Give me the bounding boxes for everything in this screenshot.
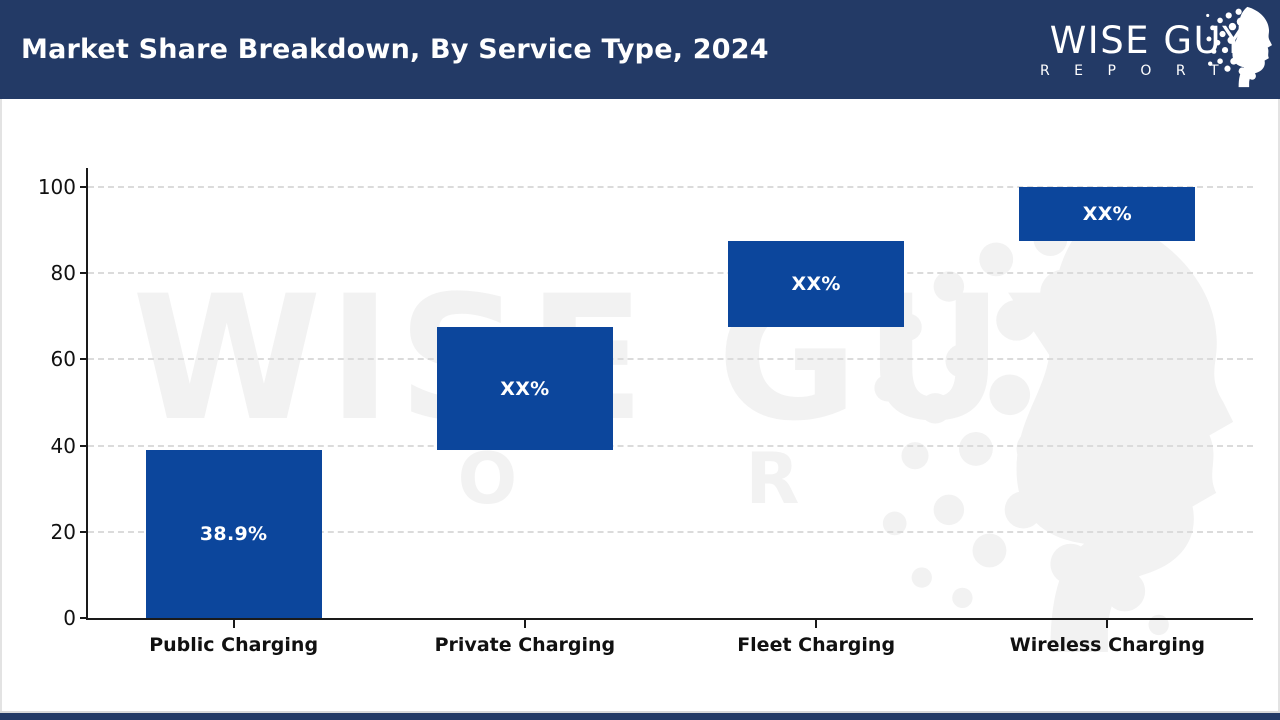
header-bar: Market Share Breakdown, By Service Type,… bbox=[0, 0, 1280, 99]
page-edge-bottom bbox=[0, 711, 1280, 714]
y-tick-label: 40 bbox=[50, 433, 76, 458]
bar-value-label: XX% bbox=[1082, 202, 1132, 225]
watermark-face-dots bbox=[852, 212, 1242, 656]
y-tick-mark bbox=[80, 358, 88, 361]
y-tick-mark bbox=[80, 185, 88, 188]
x-axis-label-public-charging: Public Charging bbox=[149, 634, 319, 656]
page-edge-left bbox=[0, 99, 2, 713]
y-tick-mark bbox=[80, 530, 88, 533]
page-edge-right bbox=[1278, 99, 1280, 713]
dotted-face-icon bbox=[1206, 6, 1272, 88]
x-tick-mark bbox=[523, 620, 526, 628]
chart-title: Market Share Breakdown, By Service Type,… bbox=[21, 34, 769, 65]
gridline-y-100 bbox=[88, 185, 1253, 188]
y-tick-label: 100 bbox=[37, 174, 76, 199]
chart-plot-area: 0 20 40 60 80 100 38.9% Public Charging XX% Priva… bbox=[38, 168, 1253, 656]
x-axis-label-fleet-charging: Fleet Charging bbox=[737, 634, 896, 656]
y-tick-mark bbox=[80, 272, 88, 275]
gridline-y-80 bbox=[88, 272, 1253, 275]
x-axis-label-private-charging: Private Charging bbox=[434, 634, 616, 656]
y-tick-label: 60 bbox=[50, 347, 76, 372]
y-tick-mark bbox=[80, 444, 88, 447]
bar-value-label: 38.9% bbox=[199, 523, 268, 546]
x-tick-mark bbox=[232, 620, 235, 628]
logo-text: WISE GUY R E P O R T S bbox=[1034, 22, 1262, 80]
logo-subtitle: R E P O R T S bbox=[1040, 63, 1262, 79]
footer-bar bbox=[0, 713, 1280, 720]
bar-private-charging: XX% bbox=[436, 327, 613, 451]
x-tick-mark bbox=[815, 620, 818, 628]
gridline-y-40 bbox=[88, 444, 1253, 447]
x-axis-label-wireless-charging: Wireless Charging bbox=[1009, 634, 1205, 656]
y-tick-mark bbox=[80, 617, 88, 619]
logo-face bbox=[1204, 6, 1272, 92]
x-tick-mark bbox=[1106, 620, 1109, 628]
wise-guy-reports-logo: WISE GUY R E P O R T S bbox=[1004, 6, 1272, 94]
gridline-y-60 bbox=[88, 358, 1253, 361]
bar-value-label: XX% bbox=[791, 272, 841, 295]
x-axis bbox=[86, 618, 1253, 620]
bar-value-label: XX% bbox=[500, 377, 550, 400]
y-tick-label: 0 bbox=[63, 606, 76, 630]
y-axis bbox=[86, 168, 88, 620]
gridline-y-20 bbox=[88, 530, 1253, 533]
dotted-face-icon bbox=[872, 212, 1234, 652]
bar-fleet-charging: XX% bbox=[728, 240, 905, 327]
y-tick-label: 80 bbox=[50, 261, 76, 286]
y-tick-label: 20 bbox=[50, 519, 76, 544]
bar-public-charging: 38.9% bbox=[145, 450, 322, 618]
bar-wireless-charging: XX% bbox=[1019, 186, 1196, 241]
